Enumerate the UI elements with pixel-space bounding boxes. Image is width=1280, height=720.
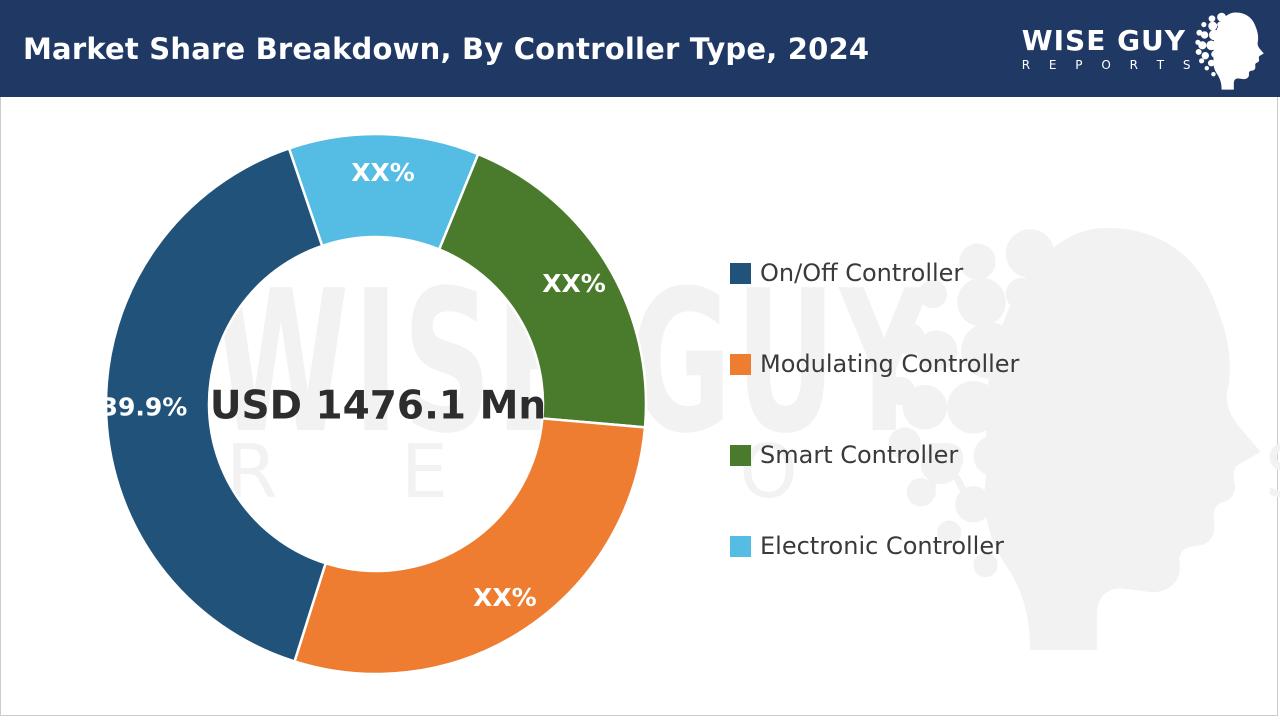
page-title: Market Share Breakdown, By Controller Ty…	[23, 31, 870, 66]
color-swatch	[730, 444, 751, 466]
legend-label: Smart Controller	[760, 441, 959, 469]
legend-item-modulating-controller: Modulating Controller	[730, 350, 1020, 378]
legend-label: On/Off Controller	[760, 259, 964, 287]
color-swatch	[730, 353, 751, 375]
wiseguy-logo: WISE GUY R E P O R T S	[1022, 8, 1266, 90]
slice-percentage-label: XX%	[473, 583, 537, 612]
logo-subtitle: R E P O R T S	[1021, 57, 1198, 72]
donut-slice-on-off-controller	[104, 146, 328, 663]
legend: On/Off Controller Modulating Controller …	[730, 259, 1020, 624]
legend-item-electronic-controller: Electronic Controller	[730, 532, 1019, 560]
donut-chart: XX% XX% XX% 39.9%	[101, 132, 648, 676]
slice-percentage-label: XX%	[542, 269, 606, 298]
slice-percentage-label: XX%	[351, 158, 415, 187]
donut-slice-modulating-controller	[292, 417, 647, 676]
color-swatch	[730, 535, 751, 557]
color-swatch	[730, 262, 751, 284]
slice-percentage-label: 39.9%	[101, 393, 188, 422]
legend-item-smart-controller: Smart Controller	[730, 441, 1019, 469]
donut-slice-smart-controller	[437, 152, 648, 429]
legend-item-on-off-controller: On/Off Controller	[730, 259, 1019, 287]
center-value: USD 1476.1 Mn	[209, 383, 547, 429]
legend-label: Modulating Controller	[760, 350, 1020, 378]
legend-label: Electronic Controller	[760, 532, 1004, 560]
header-bar: Market Share Breakdown, By Controller Ty…	[0, 0, 1280, 97]
wiseguy-face-icon	[1192, 8, 1266, 90]
logo-wordmark: WISE GUY	[1021, 23, 1187, 57]
